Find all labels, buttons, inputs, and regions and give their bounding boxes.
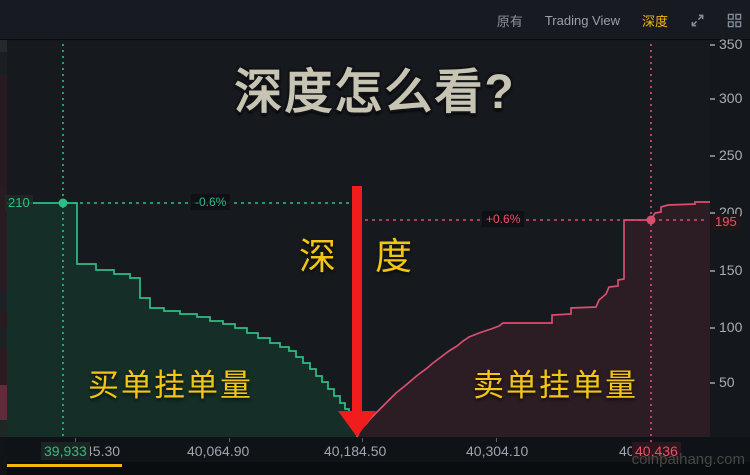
yellow-underline-bar: [7, 464, 122, 467]
annotation-depth-char-right: 度: [375, 236, 412, 277]
ask-volume-label: 卖单挂单量: [473, 368, 638, 403]
x-label: 45.30: [85, 443, 121, 459]
bid-volume-label: 买单挂单量: [88, 368, 253, 403]
ask-price-badge: 40,436: [632, 442, 681, 460]
annotation-title: 深度怎么看?: [234, 66, 516, 119]
x-tickmark: [75, 438, 76, 442]
y-tick: 100: [710, 318, 750, 336]
ask-depth-level-badge: 195: [712, 214, 740, 230]
x-axis-row: [0, 437, 750, 462]
annotation-depth-char-left: 深: [299, 236, 336, 277]
bid-price-badge: 39,933: [41, 442, 90, 460]
y-tick: 300: [710, 89, 750, 107]
tab-tradingview[interactable]: Trading View: [544, 12, 620, 28]
y-axis-gutter: [710, 41, 750, 437]
tab-depth[interactable]: 深度: [641, 13, 668, 29]
chart-mode-tabs: 原有 Trading View 深度: [497, 0, 742, 40]
y-tick: 150: [710, 261, 750, 279]
expand-icon[interactable]: [690, 13, 705, 28]
y-tick: 250: [710, 146, 750, 164]
x-tickmark: [362, 438, 363, 442]
grid-layout-icon[interactable]: [727, 13, 742, 28]
chart-header-bar: [0, 0, 750, 40]
x-tickmark: [496, 438, 497, 442]
y-tick: 350: [710, 35, 750, 53]
watermark: coinpaihang.com: [631, 451, 745, 468]
x-label: 40,064.90: [187, 443, 250, 459]
x-label: 40,304.10: [466, 443, 529, 459]
x-label: 40,184.50: [324, 443, 387, 459]
y-tick: 50: [710, 373, 750, 391]
ask-percent-label: +0.6%: [482, 211, 525, 227]
bottom-strip: [0, 462, 750, 475]
bid-depth-level-badge: 210: [5, 195, 33, 211]
adjacent-panel-edge: [0, 40, 7, 475]
bid-percent-label: -0.6%: [191, 194, 231, 210]
tab-original[interactable]: 原有: [496, 13, 523, 29]
x-tickmark: [229, 438, 230, 442]
